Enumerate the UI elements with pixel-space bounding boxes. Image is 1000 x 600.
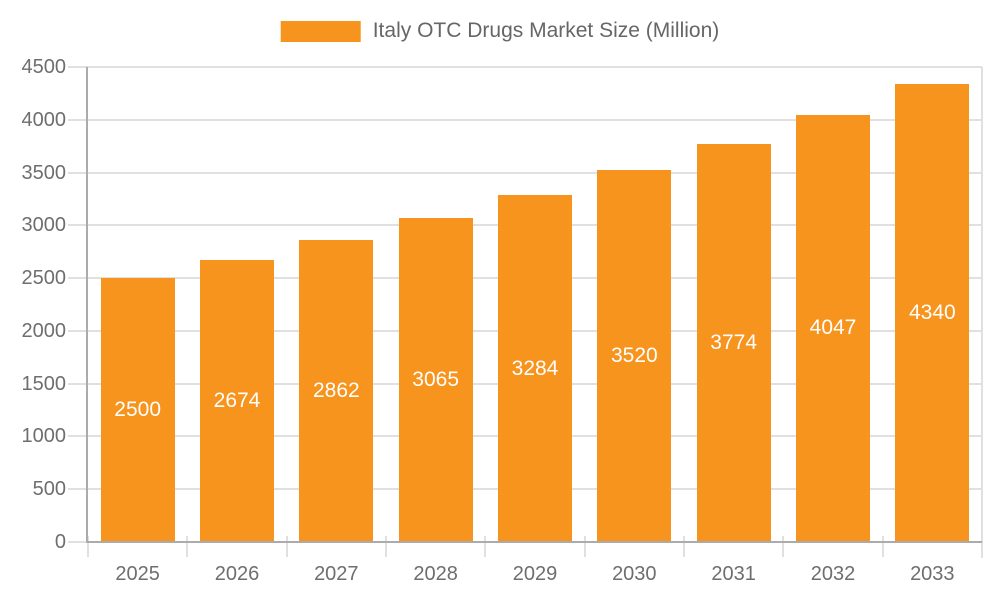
bar[interactable]: 2500: [100, 278, 175, 542]
x-tick: [385, 536, 387, 557]
x-axis-label: 2028: [413, 563, 458, 585]
bar[interactable]: 3774: [696, 143, 771, 542]
y-axis-label: 2000: [21, 319, 67, 342]
bar[interactable]: 2674: [200, 259, 274, 542]
legend-item[interactable]: Italy OTC Drugs Market Size (Million): [280, 19, 720, 43]
y-axis-label: 1500: [21, 372, 67, 395]
plot-right-border: [981, 67, 983, 558]
x-tick: [186, 536, 189, 557]
y-axis-label: 1000: [21, 425, 67, 448]
x-tick: [87, 536, 89, 557]
y-tick: [68, 541, 88, 543]
x-tick: [285, 536, 288, 557]
y-axis-label: 3000: [21, 214, 67, 237]
gridline: [68, 66, 982, 68]
y-axis-label: 2500: [21, 267, 67, 290]
legend-swatch: [280, 20, 361, 42]
x-axis-line: [86, 541, 982, 543]
x-axis-label: 2031: [711, 563, 756, 585]
x-tick: [484, 536, 487, 557]
bar[interactable]: 3284: [498, 195, 572, 542]
bar-value-label: 3284: [511, 356, 559, 380]
bar[interactable]: 4340: [895, 83, 970, 542]
x-axis-label: 2025: [115, 563, 160, 585]
bar-value-label: 4340: [908, 300, 956, 324]
bar-value-label: 4047: [809, 316, 857, 340]
x-tick: [583, 536, 586, 557]
y-axis-line: [86, 67, 88, 542]
x-tick: [881, 536, 884, 557]
bar-value-label: 2674: [213, 388, 261, 412]
y-axis-label: 0: [54, 531, 66, 553]
bar-value-label: 2500: [114, 398, 162, 422]
x-axis-label: 2033: [910, 563, 955, 585]
bar[interactable]: 3520: [597, 170, 672, 542]
bar[interactable]: 3065: [398, 218, 473, 542]
bar[interactable]: 4047: [796, 114, 870, 542]
gridline: [68, 171, 982, 174]
x-axis-label: 2030: [612, 563, 657, 585]
x-axis-label: 2032: [810, 563, 856, 585]
bar-value-label: 3520: [610, 344, 658, 368]
y-axis-label: 500: [32, 478, 66, 501]
y-axis-label: 4000: [21, 108, 67, 131]
bar-value-label: 3774: [710, 330, 758, 354]
legend-label: Italy OTC Drugs Market Size (Million): [372, 19, 720, 42]
x-axis-label: 2029: [512, 563, 558, 585]
bar-value-label: 3065: [412, 368, 460, 392]
x-axis-label: 2027: [314, 563, 359, 585]
bar-value-label: 2862: [312, 378, 360, 402]
x-tick: [782, 536, 785, 557]
gridline: [68, 118, 982, 121]
x-tick: [683, 536, 685, 557]
x-axis-label: 2026: [214, 563, 260, 585]
bar[interactable]: 2862: [299, 239, 374, 542]
y-axis-label: 4500: [21, 56, 67, 78]
y-axis-label: 3500: [21, 161, 67, 184]
